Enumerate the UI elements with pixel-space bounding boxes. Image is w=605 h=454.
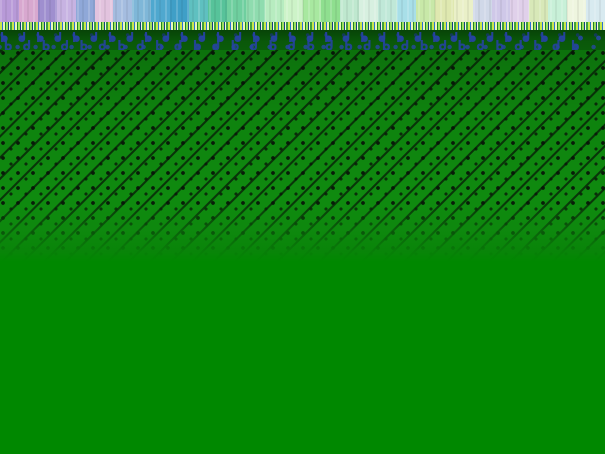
pastel-noise-cell	[453, 0, 473, 22]
speckle-pattern	[0, 50, 605, 262]
speckle-field	[0, 50, 605, 262]
pastel-noise-cell	[283, 0, 303, 22]
pastel-noise-cell	[189, 0, 208, 22]
solid-green-field	[0, 262, 605, 454]
glyph-band: ᖯ ᑯ ᖯ ᑯ ᖯ ᑯ ᖯ ᑯ ᖯ ᑯ ᖯ ᑯ ᖯ ᑯ ᖯ ᑯ ᖯ ᑯ ᖯ ᑯ …	[0, 30, 605, 50]
glyph-row-lower: ᑯ ᖯ ᑯ ᖯ ᑯ ᖯ ᑯ ᖯ ᑯ ᖯ ᑯ ᖯ ᑯ ᖯ ᑯ ᖯ ᑯ ᖯ ᑯ ᖯ …	[0, 36, 583, 50]
pastel-noise-cell	[359, 0, 379, 22]
pastel-noise-cell	[264, 0, 284, 22]
glyph-row-upper: ᖯ ᑯ ᖯ ᑯ ᖯ ᑯ ᖯ ᑯ ᖯ ᑯ ᖯ ᑯ ᖯ ᑯ ᖯ ᑯ ᖯ ᑯ ᖯ ᑯ …	[0, 30, 570, 45]
pastel-noise-cell	[56, 0, 76, 22]
pastel-noise-cell	[226, 0, 246, 22]
pastel-noise-cell	[567, 0, 587, 22]
pastel-noise-cell	[491, 0, 511, 22]
pastel-noise-cell	[132, 0, 152, 22]
pastel-noise-cell	[472, 0, 492, 22]
pastel-noise-cell	[321, 0, 341, 22]
pastel-noise-cell	[75, 0, 95, 22]
pastel-noise-cell	[434, 0, 454, 22]
pastel-noise-cell	[548, 0, 568, 22]
pastel-noise-cell	[37, 0, 57, 22]
pastel-noise-cell	[529, 0, 549, 22]
pastel-noise-strip	[0, 0, 605, 22]
pastel-noise-cell	[245, 0, 265, 22]
pastel-noise-cell	[94, 0, 114, 22]
pastel-noise-cell	[302, 0, 322, 22]
pastel-noise-cell	[170, 0, 190, 22]
dense-stripe-band	[0, 22, 605, 30]
pastel-noise-cell	[415, 0, 435, 22]
pastel-noise-cell	[586, 0, 605, 22]
pastel-noise-cell	[18, 0, 38, 22]
pastel-noise-cell	[510, 0, 530, 22]
pastel-noise-cell	[340, 0, 360, 22]
pastel-noise-cell	[113, 0, 133, 22]
pastel-noise-cell	[207, 0, 227, 22]
pastel-noise-cell	[378, 0, 398, 22]
pastel-noise-cell	[397, 0, 416, 22]
pastel-noise-cell	[151, 0, 171, 22]
pastel-noise-cell	[0, 0, 19, 22]
